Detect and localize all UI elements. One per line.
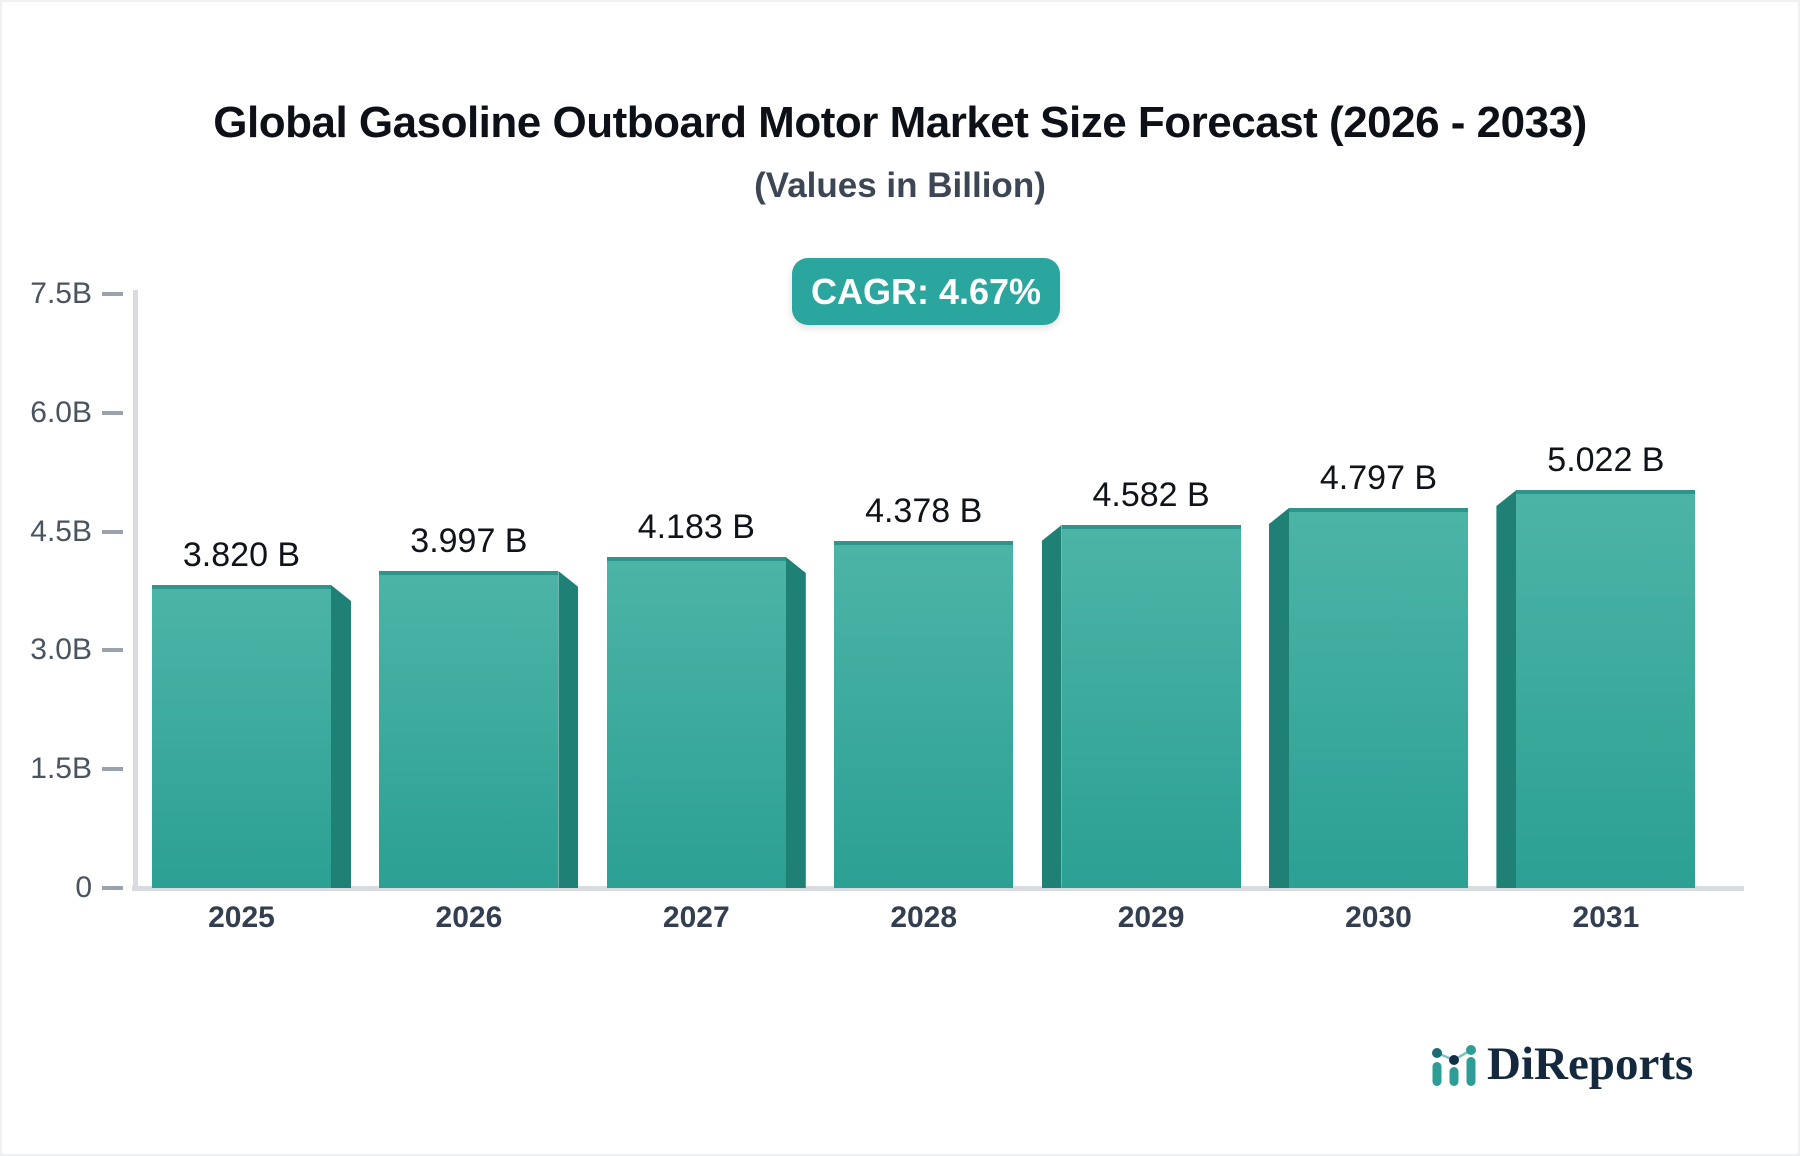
bar-value-label: 4.183 B xyxy=(637,508,755,546)
bar-value-label: 4.378 B xyxy=(865,492,983,530)
bar-side-face xyxy=(1496,490,1517,888)
y-axis-tick xyxy=(102,410,123,415)
x-axis-line xyxy=(132,886,1744,891)
bar-value-label: 4.797 B xyxy=(1319,459,1438,497)
bar-2028 xyxy=(834,541,1014,888)
x-axis-label-2025: 2025 xyxy=(208,901,275,934)
bar-2031 xyxy=(1516,490,1696,888)
bar-2030 xyxy=(1289,508,1468,888)
mini-bar-line-chart-icon xyxy=(1432,1045,1476,1086)
y-axis-tick-label: 4.5B xyxy=(30,514,92,548)
y-axis-tick-label: 3.0B xyxy=(30,633,92,667)
x-axis-label-2027: 2027 xyxy=(662,901,730,934)
cagr-badge-label: CAGR: 4.67% xyxy=(810,270,1042,312)
y-axis-tick xyxy=(102,886,123,890)
x-axis-label-2030: 2030 xyxy=(1345,901,1412,934)
y-axis-tick xyxy=(102,648,123,653)
bar-2026 xyxy=(379,571,559,888)
bar-2025 xyxy=(152,585,331,888)
bar-2027 xyxy=(606,557,786,888)
bar-2029 xyxy=(1061,525,1241,888)
y-axis-tick-label: 7.5B xyxy=(30,277,92,310)
bar-side-face xyxy=(1041,525,1062,888)
bar-value-label: 5.022 B xyxy=(1547,441,1665,479)
bar-side-face xyxy=(1269,508,1289,888)
x-axis-label-2026: 2026 xyxy=(435,901,503,934)
direports-logo-text: DiReports xyxy=(1487,1038,1694,1090)
bar-side-face xyxy=(558,571,579,888)
y-axis-tick xyxy=(102,292,123,296)
x-axis-label-2031: 2031 xyxy=(1572,901,1640,934)
y-axis-tick-label: 1.5B xyxy=(30,752,92,786)
bar-value-label: 4.582 B xyxy=(1092,476,1210,514)
x-axis-label-2028: 2028 xyxy=(890,901,958,934)
bar-side-face xyxy=(785,557,806,888)
y-axis-tick xyxy=(102,767,123,772)
x-axis-label-2029: 2029 xyxy=(1117,901,1185,934)
chart-title: Global Gasoline Outboard Motor Market Si… xyxy=(213,98,1587,147)
bar-value-label: 3.997 B xyxy=(410,522,528,560)
direports-logo: DiReports xyxy=(1430,1040,1693,1088)
cagr-badge: CAGR: 4.67% xyxy=(792,258,1060,325)
bar-value-label: 3.820 B xyxy=(182,536,301,574)
y-axis-tick-label: 6.0B xyxy=(30,395,92,429)
y-axis-tick-label: 0 xyxy=(75,871,92,904)
y-axis-line xyxy=(133,290,138,888)
chart-subtitle: (Values in Billion) xyxy=(754,166,1046,205)
y-axis-tick xyxy=(102,529,123,534)
bar-side-face xyxy=(331,585,351,888)
